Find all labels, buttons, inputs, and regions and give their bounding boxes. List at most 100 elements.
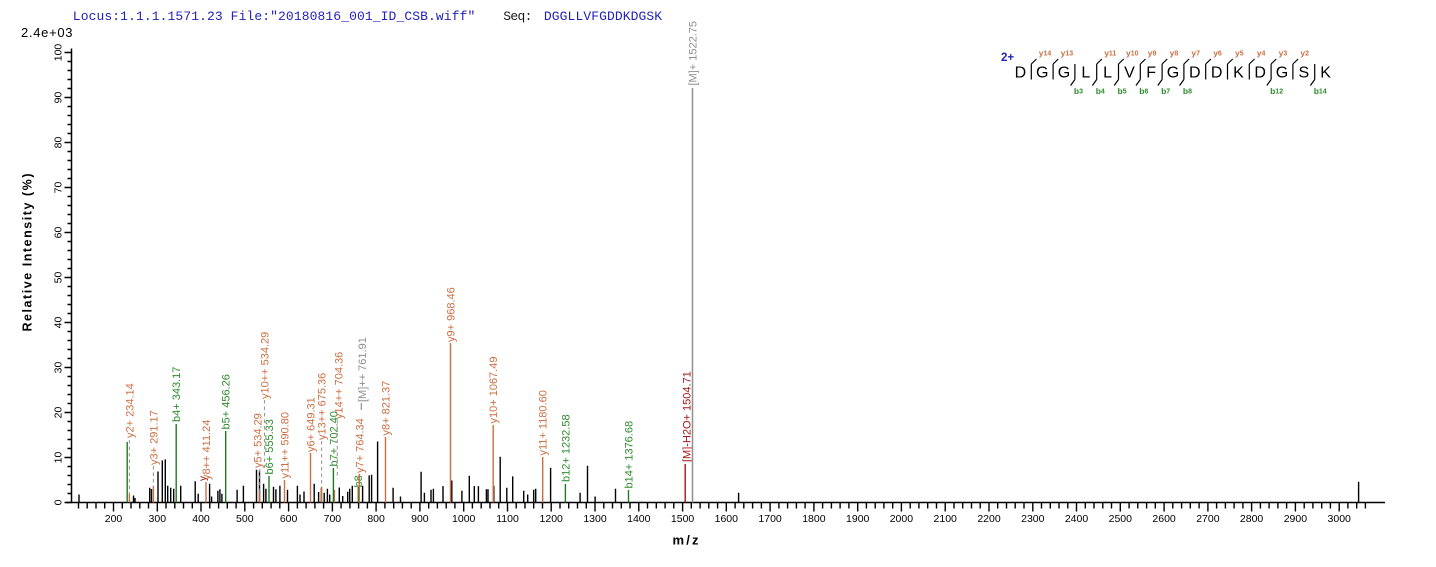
svg-text:b4: b4: [1096, 86, 1105, 96]
svg-text:F: F: [1146, 65, 1156, 82]
svg-text:y3: y3: [1279, 48, 1288, 58]
svg-text:b3: b3: [1074, 86, 1083, 96]
svg-text:1700: 1700: [758, 513, 782, 525]
svg-text:DGGLLVFGDDKDGSK: DGGLLVFGDDKDGSK: [544, 9, 662, 24]
svg-text:1400: 1400: [627, 513, 651, 525]
svg-text:y8: y8: [1170, 48, 1179, 58]
svg-text:y8+ 821.37: y8+ 821.37: [381, 381, 393, 436]
svg-text:1500: 1500: [671, 513, 695, 525]
svg-text:800: 800: [367, 513, 385, 525]
svg-text:D: D: [1015, 65, 1027, 82]
svg-text:b12+ 1232.58: b12+ 1232.58: [560, 414, 572, 482]
svg-text:y6: y6: [1213, 48, 1222, 58]
svg-text:L: L: [1103, 65, 1112, 82]
svg-text:2500: 2500: [1109, 513, 1133, 525]
svg-text:2100: 2100: [934, 513, 958, 525]
svg-text:D: D: [1189, 65, 1201, 82]
svg-text:60: 60: [53, 227, 65, 239]
svg-text:y10+ 1067.49: y10+ 1067.49: [488, 357, 500, 424]
svg-text:50: 50: [53, 272, 65, 284]
svg-text:y11++ 590.80: y11++ 590.80: [280, 412, 292, 478]
svg-text:2300: 2300: [1021, 513, 1045, 525]
svg-text:b6: b6: [1139, 86, 1148, 96]
svg-text:y10: y10: [1126, 48, 1139, 58]
svg-text:2.4e+03: 2.4e+03: [21, 25, 73, 40]
svg-text:2200: 2200: [977, 513, 1001, 525]
svg-text:y4: y4: [1257, 48, 1266, 58]
svg-text:b12: b12: [1270, 86, 1283, 96]
svg-text:90: 90: [53, 92, 65, 104]
svg-text:10: 10: [53, 452, 65, 464]
svg-text:700: 700: [324, 513, 342, 525]
svg-text:K: K: [1320, 65, 1331, 82]
svg-text:[M]-H2O+ 1504.71: [M]-H2O+ 1504.71: [682, 371, 694, 462]
svg-text:0: 0: [53, 499, 65, 505]
svg-text:y13: y13: [1061, 48, 1074, 58]
svg-text:1200: 1200: [540, 513, 564, 525]
svg-text:D: D: [1211, 65, 1223, 82]
svg-text:[M]+ 1522.75: [M]+ 1522.75: [688, 21, 700, 86]
svg-text:y5+ 534.29: y5+ 534.29: [253, 413, 265, 468]
svg-text:2600: 2600: [1152, 513, 1176, 525]
svg-text:2+: 2+: [1001, 52, 1014, 64]
svg-text:y5: y5: [1235, 48, 1244, 58]
svg-text:1800: 1800: [802, 513, 826, 525]
svg-text:20: 20: [53, 407, 65, 419]
svg-text:2900: 2900: [1284, 513, 1308, 525]
svg-text:900: 900: [411, 513, 429, 525]
svg-text:b7: b7: [1161, 86, 1170, 96]
svg-text:1100: 1100: [496, 513, 519, 525]
svg-text:30: 30: [53, 362, 65, 374]
svg-text:80: 80: [53, 137, 65, 149]
svg-text:3000: 3000: [1328, 513, 1352, 525]
svg-text:Seq:: Seq:: [503, 9, 532, 24]
svg-text:2700: 2700: [1196, 513, 1220, 525]
svg-text:b14+ 1376.68: b14+ 1376.68: [624, 421, 636, 489]
svg-text:D: D: [1254, 65, 1266, 82]
svg-text:600: 600: [280, 513, 298, 525]
svg-text:100: 100: [53, 44, 65, 62]
svg-text:b5: b5: [1118, 86, 1127, 96]
svg-text:y11+ 1180.60: y11+ 1180.60: [538, 390, 550, 455]
svg-text:y2+ 234.14: y2+ 234.14: [124, 383, 136, 438]
svg-text:b14: b14: [1314, 86, 1327, 96]
svg-text:y: y: [198, 476, 209, 481]
svg-text:b8: b8: [1183, 86, 1192, 96]
svg-text:1000: 1000: [452, 513, 476, 525]
svg-text:40: 40: [53, 317, 65, 329]
svg-text:500: 500: [236, 513, 254, 525]
svg-text:b4+ 343.17: b4+ 343.17: [171, 367, 183, 422]
svg-text:y13++ 675.36: y13++ 675.36: [317, 373, 329, 440]
svg-text:G: G: [1276, 65, 1288, 82]
svg-text:y7: y7: [1191, 48, 1200, 58]
svg-text:m/z: m/z: [673, 533, 700, 548]
svg-text:K: K: [1233, 65, 1244, 82]
svg-text:y9: y9: [1148, 48, 1157, 58]
svg-text:G: G: [1058, 65, 1070, 82]
svg-text:400: 400: [192, 513, 210, 525]
svg-text:y3+ 291.17: y3+ 291.17: [148, 410, 160, 465]
svg-text:y6+ 649.31: y6+ 649.31: [306, 397, 318, 452]
svg-text:y11: y11: [1104, 48, 1116, 58]
svg-text:b6+ 555.33: b6+ 555.33: [264, 419, 276, 474]
svg-text:G: G: [1036, 65, 1048, 82]
svg-text:2400: 2400: [1065, 513, 1089, 525]
svg-text:y14: y14: [1039, 48, 1052, 58]
svg-text:y10++ 534.29: y10++ 534.29: [260, 332, 272, 399]
svg-text:1300: 1300: [583, 513, 607, 525]
svg-text:Relative Intensity (%): Relative Intensity (%): [21, 174, 35, 332]
svg-text:L: L: [1081, 65, 1090, 82]
svg-text:y14++ 704.36: y14++ 704.36: [334, 352, 346, 419]
svg-text:1900: 1900: [846, 513, 870, 525]
svg-text:[M]++ 761.91: [M]++ 761.91: [357, 337, 369, 402]
svg-text:300: 300: [149, 513, 167, 525]
svg-text:Locus:1.1.1.1571.23 File:"2018: Locus:1.1.1.1571.23 File:"20180816_001_I…: [73, 9, 476, 24]
svg-text:S: S: [1298, 65, 1309, 82]
svg-text:y7+ 764.34: y7+ 764.34: [354, 418, 366, 473]
svg-text:200: 200: [105, 513, 123, 525]
svg-text:2800: 2800: [1240, 513, 1264, 525]
svg-text:1600: 1600: [715, 513, 739, 525]
svg-text:y2: y2: [1300, 48, 1309, 58]
svg-text:y9+ 968.46: y9+ 968.46: [446, 287, 458, 342]
svg-text:b5+ 456.26: b5+ 456.26: [221, 374, 233, 429]
